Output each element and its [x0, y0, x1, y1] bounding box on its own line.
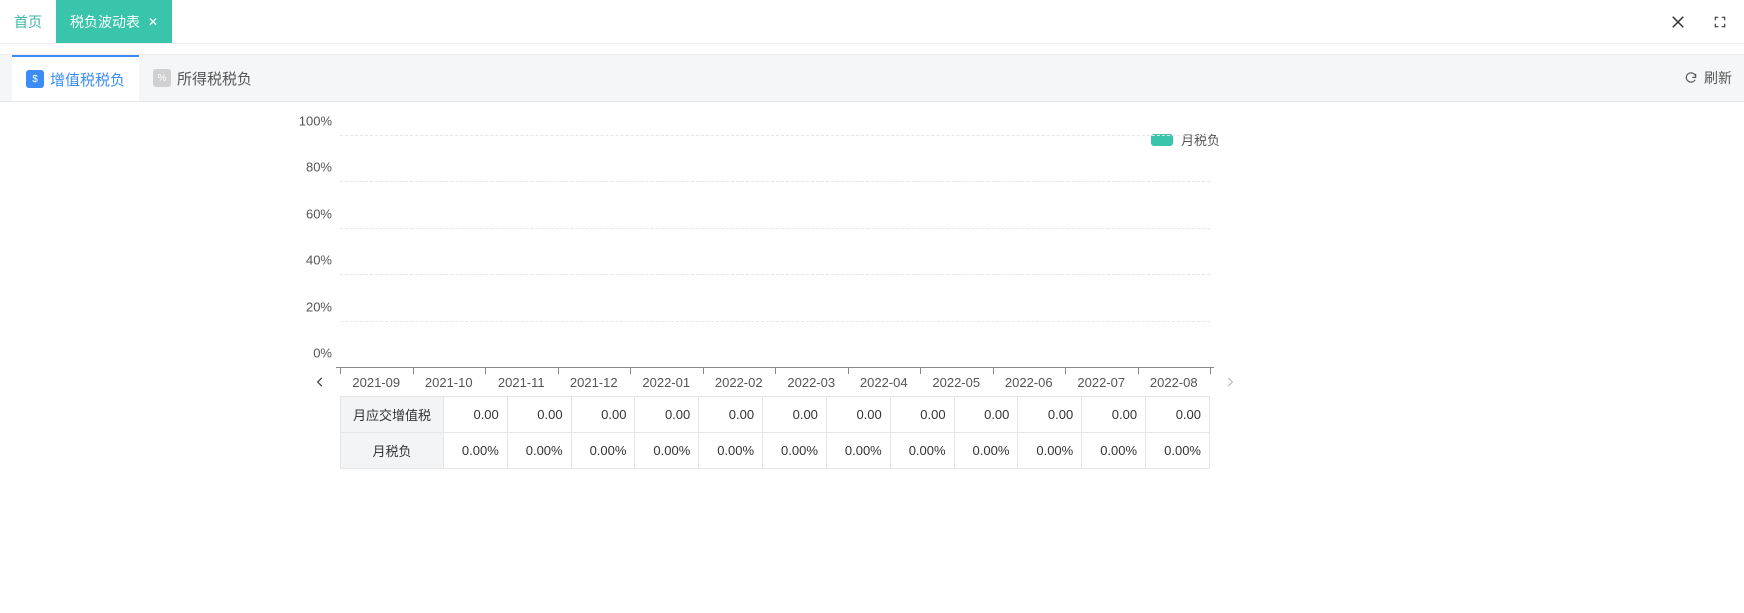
- gridline: [340, 135, 1210, 136]
- y-axis-label: 100%: [299, 114, 332, 129]
- tax-burden-chart: 月税负 0%20%40%60%80%100%2021-092021-102021…: [340, 130, 1210, 390]
- vat-tab-icon: $: [26, 70, 44, 88]
- table-cell: 0.00: [890, 397, 954, 433]
- x-tick: [485, 368, 486, 374]
- table-row: 月应交增值税0.000.000.000.000.000.000.000.000.…: [341, 397, 1210, 433]
- app-tabbar: 首页 税负波动表 ✕: [0, 0, 1744, 44]
- subtab-income-tax[interactable]: % 所得税税负: [139, 55, 266, 101]
- refresh-label: 刷新: [1704, 68, 1732, 88]
- x-axis-label: 2021-10: [425, 375, 473, 390]
- y-axis-label: 20%: [306, 299, 332, 314]
- close-all-tabs-button[interactable]: [1664, 8, 1692, 36]
- refresh-icon: [1684, 71, 1698, 85]
- tab-close-icon[interactable]: ✕: [148, 15, 158, 29]
- table-cell: 0.00%: [635, 433, 699, 469]
- gridline: [340, 321, 1210, 322]
- table-cell: 0.00%: [571, 433, 635, 469]
- x-axis-label: 2022-04: [860, 375, 908, 390]
- subtab-income-tax-label: 所得税税负: [177, 68, 252, 89]
- x-tick: [920, 368, 921, 374]
- table-row: 月税负0.00%0.00%0.00%0.00%0.00%0.00%0.00%0.…: [341, 433, 1210, 469]
- tab-home-label: 首页: [14, 12, 42, 32]
- chevron-left-icon: [313, 375, 327, 389]
- table-cell: 0.00%: [890, 433, 954, 469]
- fullscreen-icon: [1713, 15, 1727, 29]
- refresh-button[interactable]: 刷新: [1684, 68, 1732, 88]
- x-axis-label: 2022-06: [1005, 375, 1053, 390]
- x-tick: [630, 368, 631, 374]
- gridline: [340, 228, 1210, 229]
- table-cell: 0.00%: [763, 433, 827, 469]
- table-cell: 0.00: [635, 397, 699, 433]
- table-cell: 0.00: [1146, 397, 1210, 433]
- x-tick: [413, 368, 414, 374]
- chart-next-button[interactable]: [1220, 372, 1240, 392]
- tax-data-table: 月应交增值税0.000.000.000.000.000.000.000.000.…: [340, 396, 1210, 469]
- y-axis-label: 0%: [313, 346, 332, 361]
- chart-plot-area: 0%20%40%60%80%100%2021-092021-102021-112…: [340, 130, 1210, 390]
- y-axis-label: 80%: [306, 160, 332, 175]
- table-cell: 0.00%: [826, 433, 890, 469]
- table-cell: 0.00: [954, 397, 1018, 433]
- table-cell: 0.00%: [699, 433, 763, 469]
- table-cell: 0.00%: [1018, 433, 1082, 469]
- x-tick: [1210, 368, 1211, 374]
- x-tick: [1065, 368, 1066, 374]
- x-tick: [848, 368, 849, 374]
- table-cell: 0.00: [763, 397, 827, 433]
- tab-home[interactable]: 首页: [0, 0, 56, 43]
- subtab-vat[interactable]: $ 增值税税负: [12, 55, 139, 101]
- table-row-header: 月应交增值税: [341, 397, 444, 433]
- table-cell: 0.00%: [954, 433, 1018, 469]
- x-tick: [993, 368, 994, 374]
- table-cell: 0.00%: [1082, 433, 1146, 469]
- table-cell: 0.00: [571, 397, 635, 433]
- subtab-vat-label: 增值税税负: [50, 69, 125, 90]
- x-tick: [1138, 368, 1139, 374]
- x-axis-label: 2022-07: [1077, 375, 1125, 390]
- table-cell: 0.00: [507, 397, 571, 433]
- table-cell: 0.00%: [1146, 433, 1210, 469]
- x-tick: [703, 368, 704, 374]
- gridline: [340, 274, 1210, 275]
- x-tick: [558, 368, 559, 374]
- gridline: [340, 181, 1210, 182]
- chevron-right-icon: [1223, 375, 1237, 389]
- x-axis-label: 2022-03: [787, 375, 835, 390]
- table-cell: 0.00%: [507, 433, 571, 469]
- subtab-row: $ 增值税税负 % 所得税税负 刷新: [0, 54, 1744, 102]
- tab-tax-fluctuation[interactable]: 税负波动表 ✕: [56, 0, 172, 43]
- table-cell: 0.00: [826, 397, 890, 433]
- table-cell: 0.00: [699, 397, 763, 433]
- tab-tax-fluctuation-label: 税负波动表: [70, 12, 140, 32]
- x-axis-label: 2022-02: [715, 375, 763, 390]
- table-cell: 0.00%: [443, 433, 507, 469]
- tabbar-actions: [1664, 0, 1744, 43]
- x-axis-label: 2021-11: [498, 375, 545, 390]
- y-axis-label: 40%: [306, 253, 332, 268]
- x-tick: [340, 368, 341, 374]
- table-cell: 0.00: [1018, 397, 1082, 433]
- x-axis-label: 2022-05: [932, 375, 980, 390]
- x-axis-label: 2021-12: [570, 375, 618, 390]
- table-row-header: 月税负: [341, 433, 444, 469]
- x-axis-label: 2022-08: [1150, 375, 1198, 390]
- x-axis-label: 2021-09: [352, 375, 400, 390]
- x-tick: [775, 368, 776, 374]
- table-cell: 0.00: [1082, 397, 1146, 433]
- table-cell: 0.00: [443, 397, 507, 433]
- y-axis-label: 60%: [306, 206, 332, 221]
- x-axis-label: 2022-01: [642, 375, 690, 390]
- chart-prev-button[interactable]: [310, 372, 330, 392]
- fullscreen-button[interactable]: [1706, 8, 1734, 36]
- content-area: 月税负 0% 20% 40% 60% 80% 100% 2021-09 2021-10 2021…: [0, 102, 1744, 479]
- income-tax-tab-icon: %: [153, 69, 171, 87]
- close-icon: [1669, 13, 1687, 31]
